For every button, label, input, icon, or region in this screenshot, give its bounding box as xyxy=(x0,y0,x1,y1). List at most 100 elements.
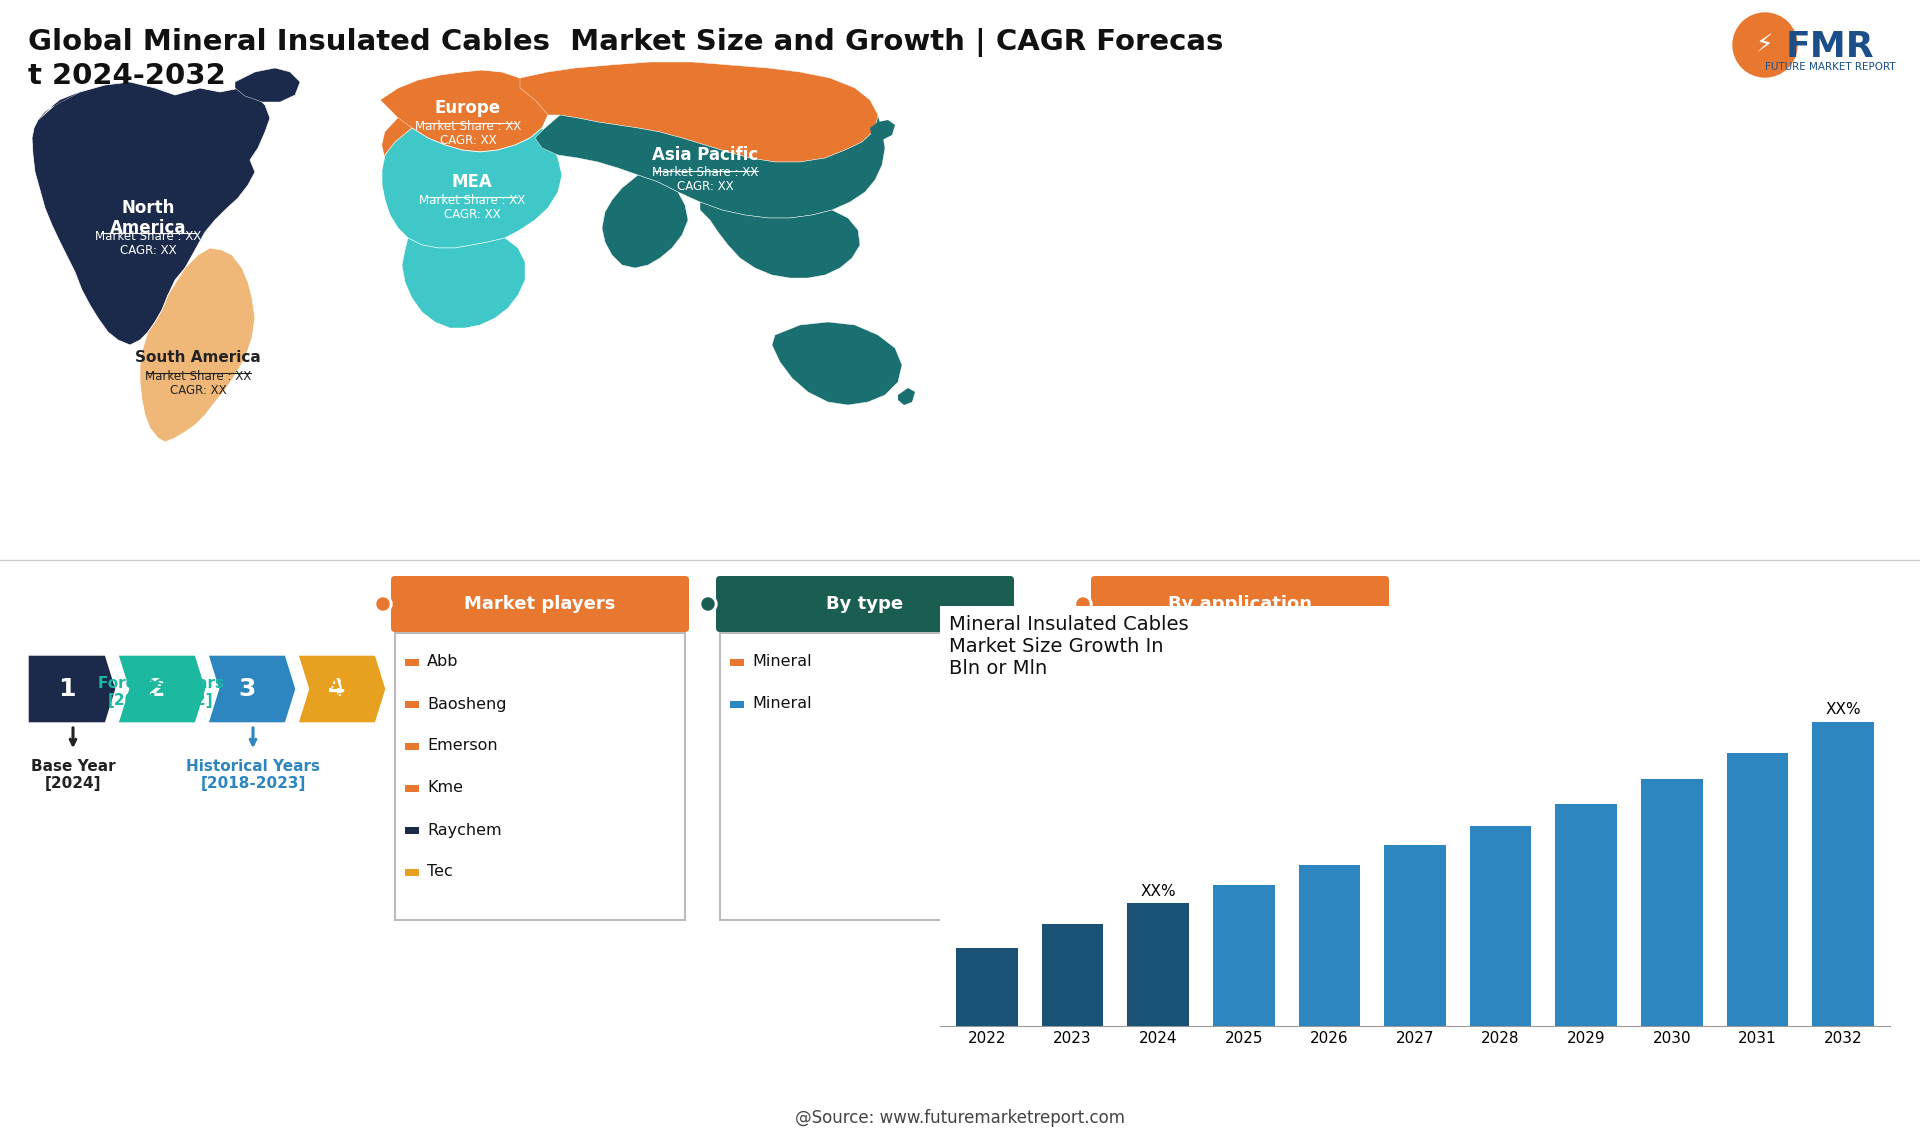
Circle shape xyxy=(699,595,716,613)
Text: CAGR
XX%%: CAGR XX%% xyxy=(315,676,369,708)
Polygon shape xyxy=(117,656,205,723)
Text: By application: By application xyxy=(1167,595,1311,613)
Bar xyxy=(1642,779,1703,1026)
Bar xyxy=(1471,825,1532,1026)
Text: Mineral Insulated Cables
Market Size Growth In
Bln or Mln: Mineral Insulated Cables Market Size Gro… xyxy=(948,615,1188,678)
Text: FMR: FMR xyxy=(1786,30,1874,64)
Text: Market Share : XX: Market Share : XX xyxy=(653,166,758,180)
Text: CAGR: XX: CAGR: XX xyxy=(169,384,227,397)
Text: By type: By type xyxy=(826,595,904,613)
Text: 4: 4 xyxy=(328,677,346,701)
Text: Asia Pacific: Asia Pacific xyxy=(653,146,758,164)
Polygon shape xyxy=(380,70,547,152)
Text: Tec: Tec xyxy=(426,864,453,879)
Text: 1: 1 xyxy=(58,677,75,701)
Circle shape xyxy=(1073,595,1092,613)
Bar xyxy=(1106,701,1119,708)
Polygon shape xyxy=(234,68,300,102)
Text: t 2024-2032: t 2024-2032 xyxy=(29,62,227,91)
Bar xyxy=(1106,743,1119,749)
Text: South America: South America xyxy=(134,351,261,366)
Circle shape xyxy=(376,598,390,610)
Bar xyxy=(1384,845,1446,1026)
Polygon shape xyxy=(382,128,563,248)
Polygon shape xyxy=(899,388,916,405)
Text: MEA: MEA xyxy=(451,173,492,191)
Text: CAGR: XX: CAGR: XX xyxy=(119,243,177,257)
Text: Building: Building xyxy=(1127,654,1192,669)
FancyBboxPatch shape xyxy=(1091,576,1388,631)
Bar xyxy=(405,869,419,876)
Bar xyxy=(405,827,419,834)
Text: CAGR: XX: CAGR: XX xyxy=(444,207,501,220)
Text: Base Year
[2024]: Base Year [2024] xyxy=(31,759,115,792)
Bar xyxy=(1127,903,1188,1026)
Text: FUTURE MARKET REPORT: FUTURE MARKET REPORT xyxy=(1764,62,1895,72)
Bar xyxy=(1043,924,1104,1026)
Polygon shape xyxy=(29,656,115,723)
Text: Market Share : XX: Market Share : XX xyxy=(419,194,526,206)
Polygon shape xyxy=(382,118,428,172)
Bar xyxy=(1726,753,1788,1026)
Text: Kme: Kme xyxy=(426,780,463,795)
Bar xyxy=(730,701,745,708)
Bar xyxy=(1094,633,1384,920)
Circle shape xyxy=(703,598,714,610)
Text: Market Share : XX: Market Share : XX xyxy=(144,369,252,383)
Bar xyxy=(1106,659,1119,666)
FancyBboxPatch shape xyxy=(392,576,689,631)
Text: Others: Others xyxy=(1127,697,1181,712)
Text: CAGR: XX: CAGR: XX xyxy=(440,133,495,147)
Bar xyxy=(1213,885,1275,1026)
Polygon shape xyxy=(603,175,687,268)
Bar xyxy=(1298,864,1359,1026)
Text: Emerson: Emerson xyxy=(426,738,497,754)
FancyBboxPatch shape xyxy=(716,576,1014,631)
Bar xyxy=(405,701,419,708)
Text: North
America: North America xyxy=(109,198,186,237)
Text: CAGR: XX: CAGR: XX xyxy=(676,181,733,194)
Text: 2: 2 xyxy=(148,677,165,701)
Text: Mineral: Mineral xyxy=(753,697,812,712)
Bar xyxy=(405,743,419,749)
Text: Abb: Abb xyxy=(426,654,459,669)
Polygon shape xyxy=(207,656,296,723)
Text: Market Share : XX: Market Share : XX xyxy=(415,119,520,133)
Polygon shape xyxy=(870,120,895,140)
Text: Global Mineral Insulated Cables  Market Size and Growth | CAGR Forecas: Global Mineral Insulated Cables Market S… xyxy=(29,28,1223,57)
Bar xyxy=(720,633,1010,920)
Text: Europe: Europe xyxy=(436,99,501,117)
Text: XX%: XX% xyxy=(1140,884,1177,898)
Bar xyxy=(405,785,419,792)
Polygon shape xyxy=(33,83,271,345)
Text: Power: Power xyxy=(1127,738,1175,754)
Text: Market Share : XX: Market Share : XX xyxy=(94,229,202,243)
Polygon shape xyxy=(401,238,524,328)
Text: ⚡: ⚡ xyxy=(1757,33,1774,57)
Text: Forecast Years
[2024-2032]: Forecast Years [2024-2032] xyxy=(98,676,225,708)
Text: Raychem: Raychem xyxy=(426,823,501,838)
Text: XX%: XX% xyxy=(1826,702,1860,717)
Circle shape xyxy=(374,595,392,613)
Polygon shape xyxy=(772,322,902,405)
Polygon shape xyxy=(520,62,877,162)
Polygon shape xyxy=(140,248,255,442)
Bar xyxy=(1812,722,1874,1026)
Text: Market players: Market players xyxy=(465,595,616,613)
Bar xyxy=(730,659,745,666)
Circle shape xyxy=(1734,13,1797,77)
Text: Baosheng: Baosheng xyxy=(426,697,507,712)
Bar xyxy=(1555,804,1617,1026)
Circle shape xyxy=(1077,598,1089,610)
Text: Historical Years
[2018-2023]: Historical Years [2018-2023] xyxy=(186,759,321,792)
Polygon shape xyxy=(701,202,860,278)
Text: Mineral: Mineral xyxy=(753,654,812,669)
Polygon shape xyxy=(536,115,885,218)
Polygon shape xyxy=(38,92,81,120)
Polygon shape xyxy=(298,656,386,723)
Bar xyxy=(405,659,419,666)
Bar xyxy=(396,633,685,920)
Text: 3: 3 xyxy=(238,677,255,701)
Bar xyxy=(956,949,1018,1026)
Text: @Source: www.futuremarketreport.com: @Source: www.futuremarketreport.com xyxy=(795,1109,1125,1127)
